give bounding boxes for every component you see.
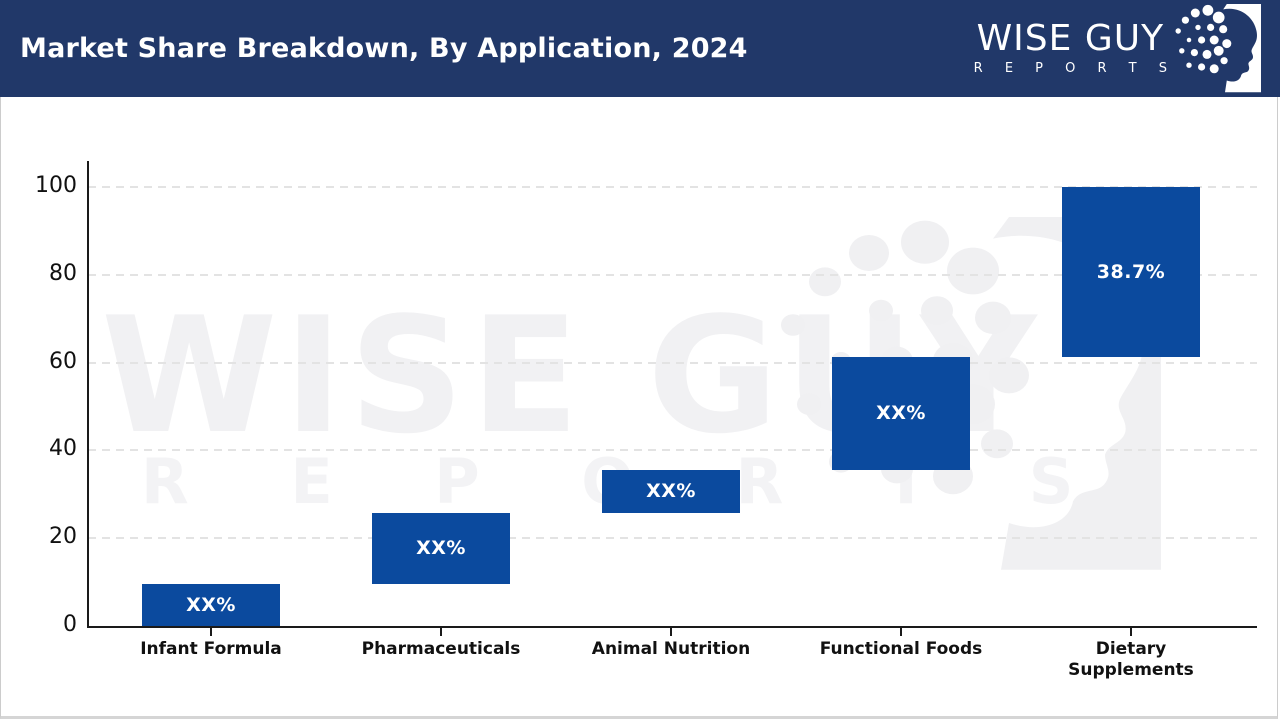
x-tick-mark xyxy=(670,628,672,636)
x-tick-mark xyxy=(900,628,902,636)
y-tick-label: 20 xyxy=(49,524,77,550)
wiseguy-logo-text: WISE GUY R E P O R T S xyxy=(965,18,1176,77)
bar-value-label: XX% xyxy=(646,480,696,503)
y-tick-label: 100 xyxy=(35,173,77,198)
y-tick-label: 40 xyxy=(49,436,77,462)
x-category-label: Animal Nutrition xyxy=(591,639,751,659)
bar-value-label: XX% xyxy=(876,402,926,425)
gridline-100 xyxy=(88,186,1257,188)
gridline-60 xyxy=(88,361,1257,364)
y-tick-label: 60 xyxy=(49,348,77,374)
x-category-label: Functional Foods xyxy=(819,639,983,659)
y-tick-label: 80 xyxy=(49,260,77,286)
y-axis-line xyxy=(87,161,89,627)
plot-area: 0 20 40 60 80 100 XX% Infant Formula XX% Pharmace… xyxy=(1,97,1277,716)
chart-panel: WISE GUY R E P O R T S 020406080100XX%In… xyxy=(0,97,1278,719)
gridline-40 xyxy=(88,449,1257,452)
wiseguy-logo: WISE GUY R E P O R T S xyxy=(965,3,1280,94)
x-category-label: Dietary Supplements xyxy=(1068,639,1194,681)
bar-value-label: 38.7% xyxy=(1096,260,1166,283)
page-title: Market Share Breakdown, By Application, … xyxy=(20,33,748,64)
page-header: Market Share Breakdown, By Application, … xyxy=(0,0,1280,97)
x-axis-line xyxy=(87,626,1257,628)
x-tick-mark xyxy=(1130,628,1132,636)
gridline-20 xyxy=(88,537,1257,540)
bar-animal-nutrition: XX% xyxy=(602,469,740,513)
x-tick-mark xyxy=(210,628,212,636)
bar-pharmaceuticals: XX% xyxy=(372,512,510,584)
bar-value-label: XX% xyxy=(186,593,236,616)
x-tick-mark xyxy=(440,628,442,636)
bar-infant-formula: XX% xyxy=(142,583,280,626)
wiseguy-face-icon xyxy=(1175,3,1261,92)
bar-dietary-supplements: 38.7% xyxy=(1062,187,1200,357)
bar-functional-foods: XX% xyxy=(832,356,970,470)
x-category-label: Pharmaceuticals xyxy=(361,639,521,659)
y-tick-label: 0 xyxy=(63,612,77,637)
bar-value-label: XX% xyxy=(416,537,466,560)
x-category-label: Infant Formula xyxy=(140,639,282,659)
gridline-80 xyxy=(88,273,1257,276)
logo-wordmark: WISE GUY xyxy=(976,18,1165,59)
logo-subtitle: R E P O R T S xyxy=(973,61,1176,76)
